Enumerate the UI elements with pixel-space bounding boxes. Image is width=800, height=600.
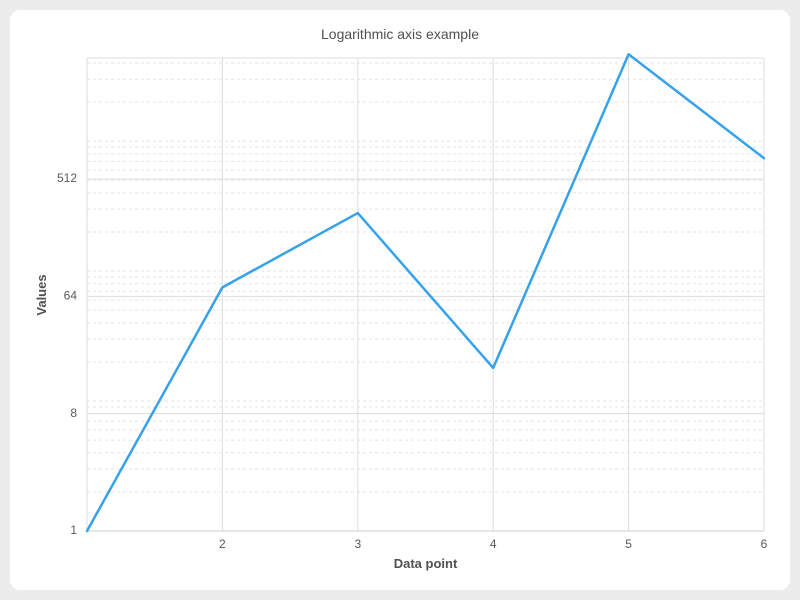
svg-text:5: 5 <box>625 537 632 551</box>
svg-text:512: 512 <box>57 171 77 185</box>
svg-text:4: 4 <box>490 537 497 551</box>
svg-text:2: 2 <box>219 537 226 551</box>
svg-text:3: 3 <box>354 537 361 551</box>
svg-text:8: 8 <box>70 406 77 420</box>
svg-text:64: 64 <box>64 289 78 303</box>
svg-text:6: 6 <box>761 537 768 551</box>
svg-text:1: 1 <box>70 523 77 537</box>
